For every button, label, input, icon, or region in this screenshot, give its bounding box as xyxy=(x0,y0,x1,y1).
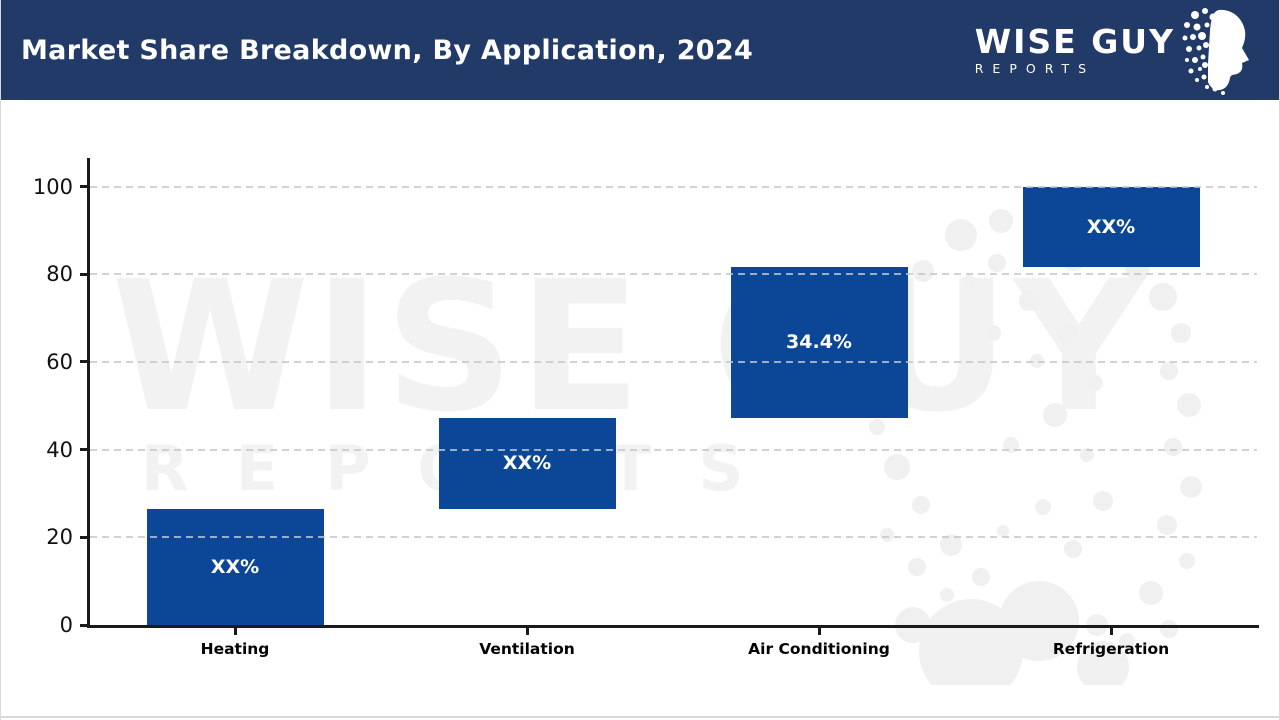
gridline-80 xyxy=(90,273,1257,276)
y-tick-label: 0 xyxy=(59,613,73,637)
x-tick xyxy=(1109,628,1113,635)
gridline-100 xyxy=(90,185,1257,188)
y-tick xyxy=(80,185,89,188)
y-axis-line xyxy=(87,158,90,628)
x-tick xyxy=(525,628,529,635)
y-tick-label: 60 xyxy=(46,349,73,374)
logo-head-icon xyxy=(1182,8,1249,95)
x-axis-line xyxy=(87,625,1259,628)
x-category-label: Ventilation xyxy=(479,640,575,658)
logo-wordmark: WISE GUY xyxy=(974,21,1175,61)
y-tick-label: 80 xyxy=(46,262,73,287)
y-tick-label: 100 xyxy=(32,174,73,199)
y-tick-label: 40 xyxy=(46,437,73,462)
bar-air-conditioning xyxy=(730,266,908,418)
x-category-label: Refrigeration xyxy=(1052,640,1170,658)
gridline-20 xyxy=(90,536,1257,539)
bottom-border xyxy=(1,716,1279,718)
bar-value-label: XX% xyxy=(502,452,552,475)
bar-value-label: XX% xyxy=(1086,215,1136,238)
bar-heating xyxy=(146,508,324,625)
logo-subtitle: REPORTS xyxy=(974,60,1096,76)
bar-value-label: 34.4% xyxy=(786,331,852,354)
x-tick xyxy=(817,628,821,635)
x-category-label: Heating xyxy=(200,640,270,658)
header-bar: Market Share Breakdown, By Application, … xyxy=(1,0,1279,100)
bar-value-label: XX% xyxy=(210,555,260,578)
y-tick xyxy=(80,535,89,539)
y-tick xyxy=(80,360,89,364)
gridline-60 xyxy=(90,360,1257,363)
logo-text: WISE GUY REPORTS xyxy=(975,25,1175,76)
page-title: Market Share Breakdown, By Application, … xyxy=(21,34,754,66)
x-category-label: Air Conditioning xyxy=(748,640,890,658)
y-tick-label: 20 xyxy=(46,525,73,550)
y-tick xyxy=(80,448,89,452)
gridline-40 xyxy=(90,448,1257,451)
watermark-wordmark: WISE GUY xyxy=(111,243,1149,452)
bar-ventilation xyxy=(438,417,616,509)
watermark-head-icon xyxy=(869,209,1202,685)
bar-refrigeration xyxy=(1022,186,1200,267)
x-tick xyxy=(233,628,237,635)
y-tick xyxy=(80,623,89,627)
wise-guy-logo: WISE GUY REPORTS xyxy=(975,5,1253,95)
y-tick xyxy=(80,272,89,276)
